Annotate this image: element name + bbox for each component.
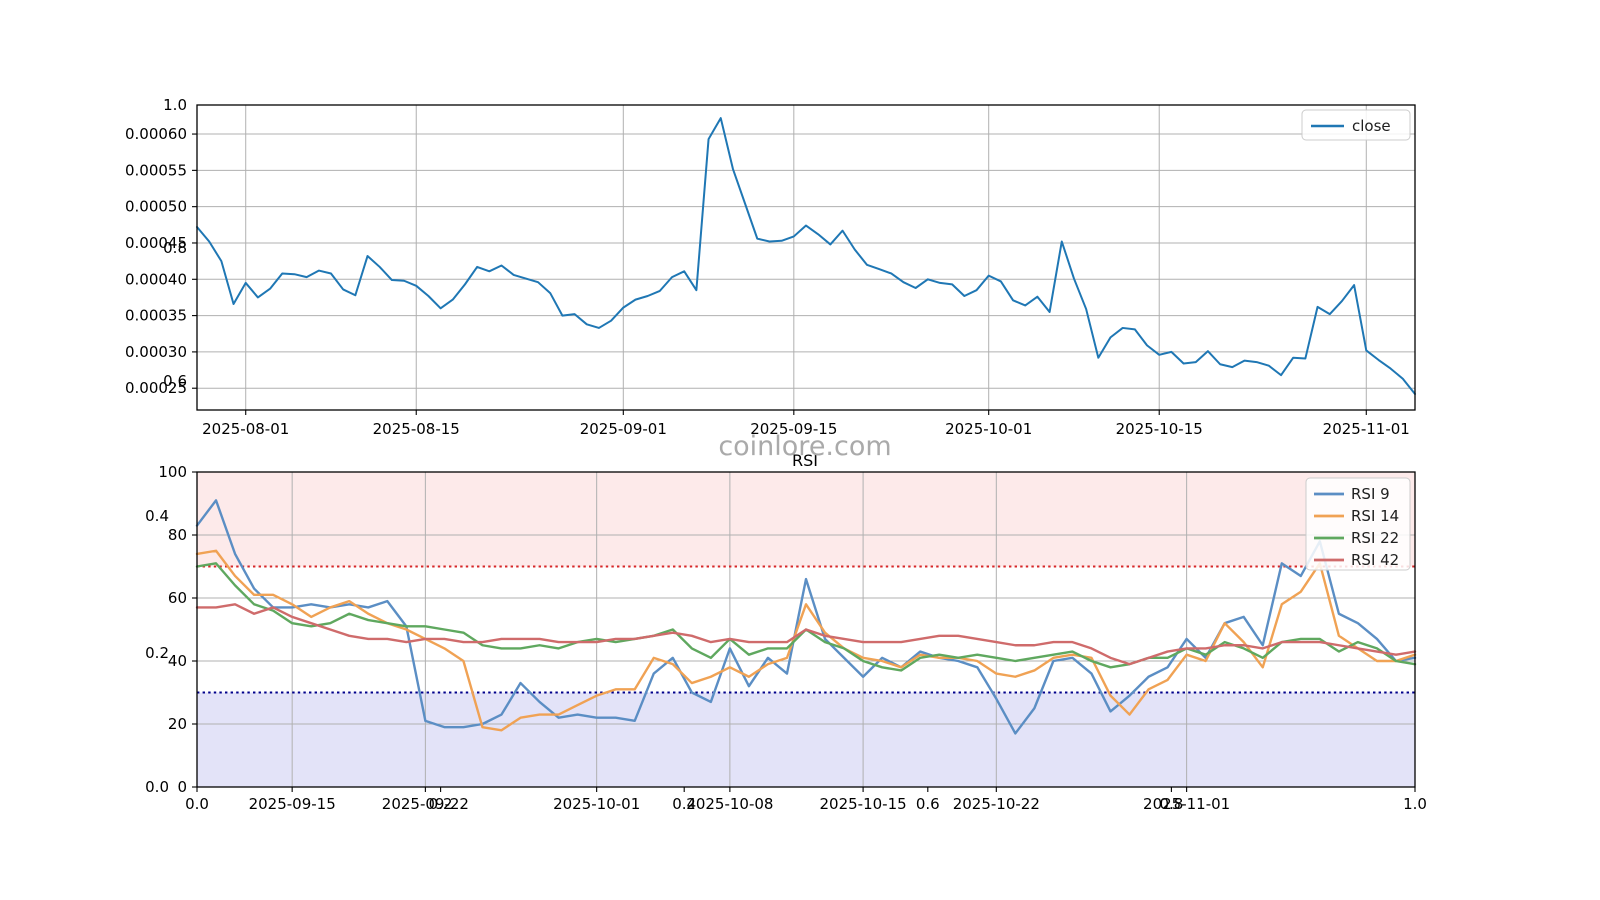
rsi-legend-label-RSI-22: RSI 22	[1351, 529, 1399, 547]
price-y-tick-label: 0.00060	[125, 125, 187, 143]
rsi-legend-box	[1305, 477, 1411, 571]
rsi-overlay-x-tick-label: 0.8	[1159, 795, 1183, 813]
price-x-tick-label: 2025-08-01	[202, 420, 289, 438]
rsi-oversold-band	[197, 692, 1415, 787]
watermark-text: coinlore.com	[718, 431, 891, 462]
rsi-overlay-x-tick-label: 0.4	[672, 795, 696, 813]
price-x-tick-label: 2025-11-01	[1323, 420, 1410, 438]
rsi-overlay-x-tick-label: 1.0	[1403, 795, 1427, 813]
rsi-overbought-band	[197, 472, 1415, 567]
rsi-y-tick-label: 80	[168, 526, 187, 544]
price-y-tick-label: 0.00050	[125, 198, 187, 216]
price-legend-label-close: close	[1352, 117, 1391, 135]
price-panel: 0.00060 0.00055 0.00050 0.00045 0.00040 0.000…	[125, 96, 1416, 438]
price-y-tick-label: 0.00045	[125, 234, 187, 252]
price-x-tick-label: 2025-09-15	[750, 420, 837, 438]
price-x-tick-label: 2025-08-15	[373, 420, 460, 438]
rsi-x-tick-label: 2025-09-22	[382, 795, 469, 813]
rsi-panel: 100 80 60 40 20 0 0.4 0.2 0.0 2025-09-15 2025-09-2…	[145, 451, 1427, 813]
price-plot-background	[197, 105, 1415, 410]
rsi-x-tick-label: 2025-10-01	[553, 795, 640, 813]
rsi-overlay-y-tick-label: 0.2	[145, 644, 169, 662]
price-y-tick-label: 0.00025	[125, 379, 187, 397]
price-x-tick-label: 2025-10-15	[1116, 420, 1203, 438]
rsi-y-tick-label: 60	[168, 589, 187, 607]
rsi-overlay-x-tick-label: 0.2	[429, 795, 453, 813]
price-y-tick-label: 0.00035	[125, 307, 187, 325]
rsi-legend-label-RSI-14: RSI 14	[1351, 507, 1399, 525]
rsi-x-tick-label: 2025-10-08	[686, 795, 773, 813]
rsi-overlay-x-tick-label: 0.6	[916, 795, 940, 813]
rsi-legend-label-RSI-42: RSI 42	[1351, 551, 1399, 569]
price-x-tick-label: 2025-09-01	[580, 420, 667, 438]
rsi-x-tick-label: 2025-11-01	[1143, 795, 1230, 813]
price-series-close	[196, 117, 1416, 396]
price-x-tick-label: 2025-10-01	[945, 420, 1032, 438]
rsi-y-tick-label: 40	[168, 652, 187, 670]
rsi-x-tick-label: 2025-10-15	[820, 795, 907, 813]
rsi-series-RSI-42	[195, 603, 1417, 666]
price-y-tick-label: 0.00030	[125, 343, 187, 361]
rsi-y-tick-label: 20	[168, 715, 187, 733]
rsi-overlay-y-tick-label: 0.4	[145, 507, 169, 525]
rsi-y-tick-label: 0	[177, 778, 187, 796]
price-y-tick-label: 0.00040	[125, 270, 187, 288]
rsi-plot-frame	[196, 471, 1416, 788]
rsi-x-tick-label: 2025-10-22	[953, 795, 1040, 813]
rsi-y-tick-label: 100	[158, 463, 187, 481]
price-plot-frame	[196, 104, 1416, 411]
rsi-overlay-x-tick-label: 0.0	[185, 795, 209, 813]
rsi-panel-title: RSI	[792, 451, 818, 470]
price-overlay-y-tick-label: 1.0	[163, 96, 187, 114]
price-overlay-y-tick-label: 0.8	[163, 239, 187, 257]
price-y-tick-label: 0.00055	[125, 161, 187, 179]
price-overlay-y-tick-label: 0.6	[163, 372, 187, 390]
rsi-legend-label-RSI-9: RSI 9	[1351, 485, 1390, 503]
rsi-overlay-y-tick-label: 0.0	[145, 778, 169, 796]
price-legend-box	[1301, 109, 1411, 141]
rsi-x-tick-label: 2025-09-15	[249, 795, 336, 813]
